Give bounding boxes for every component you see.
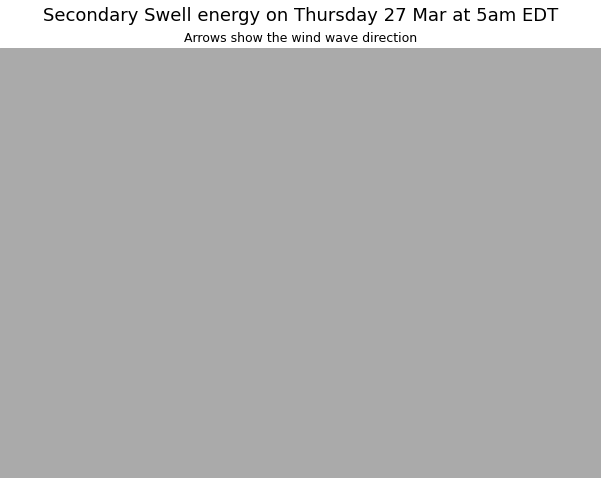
Text: Secondary Swell energy on Thursday 27 Mar at 5am EDT: Secondary Swell energy on Thursday 27 Ma… <box>43 7 558 24</box>
Text: Arrows show the wind wave direction: Arrows show the wind wave direction <box>184 32 417 44</box>
